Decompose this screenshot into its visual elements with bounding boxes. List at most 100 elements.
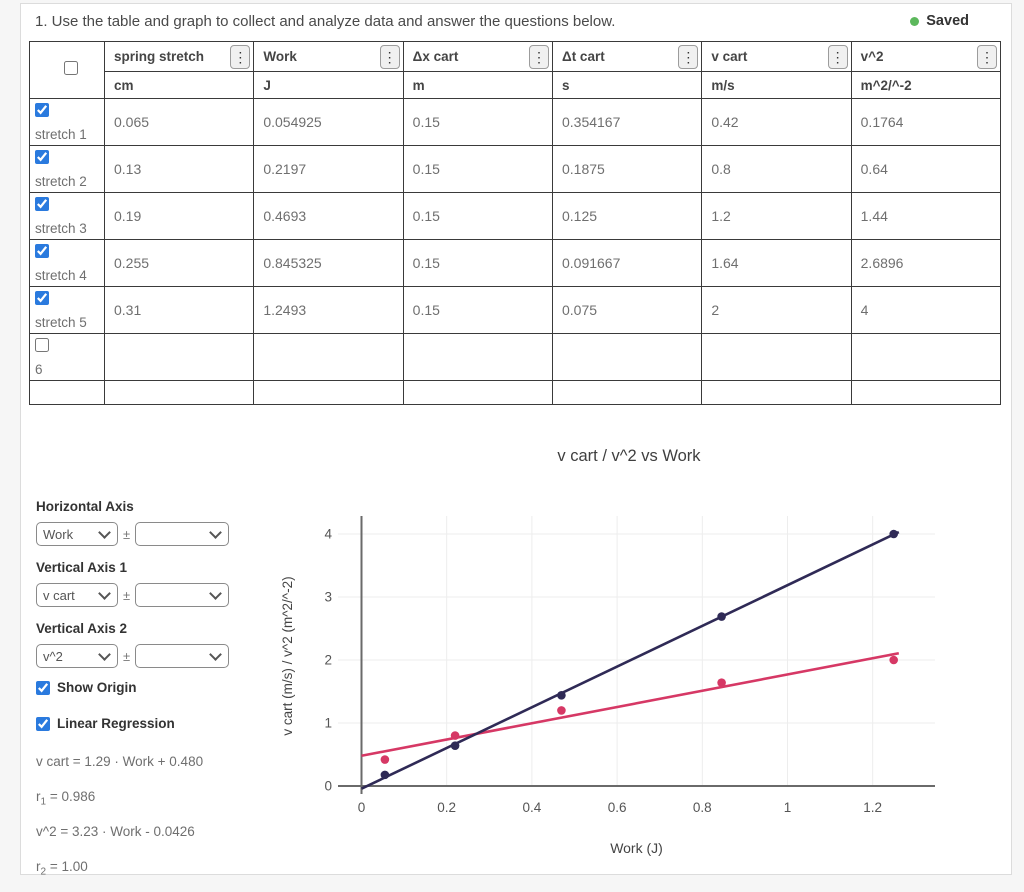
table-cell[interactable]: 4 — [850, 286, 1002, 334]
row-header: stretch 2 — [29, 145, 105, 193]
table-cell[interactable]: 0.15 — [402, 145, 553, 193]
show-origin-checkbox[interactable] — [36, 680, 50, 695]
table-cell[interactable] — [402, 333, 553, 381]
table-cell[interactable] — [850, 380, 1002, 405]
table-cell[interactable]: 0.354167 — [551, 98, 703, 146]
table-cell[interactable]: 0.15 — [402, 239, 553, 287]
table-cell[interactable]: 0.31 — [103, 286, 255, 334]
table-cell[interactable]: 0.15 — [402, 98, 553, 146]
column-menu-kebab-icon[interactable]: ⋮ — [528, 44, 549, 69]
table-cell[interactable]: 1.2493 — [253, 286, 404, 334]
table-cell[interactable] — [850, 333, 1002, 381]
vertical-axis-2-uncertainty-wrap — [135, 644, 230, 668]
table-cell[interactable]: 0.19 — [103, 192, 255, 240]
table-cell[interactable]: 0.64 — [850, 145, 1002, 193]
table-cell[interactable]: 0.8 — [701, 145, 852, 193]
table-cell[interactable] — [253, 380, 404, 405]
column-name: spring stretch — [114, 49, 205, 64]
table-cell[interactable]: 0.125 — [551, 192, 703, 240]
regression-r1: r1 = 0.986 — [36, 789, 96, 808]
table-cell[interactable]: 2.6896 — [850, 239, 1002, 287]
table-cell[interactable] — [551, 380, 703, 405]
column-header-t-cart: Δt cart ⋮ — [551, 41, 703, 72]
save-status: Saved — [910, 13, 969, 29]
table-cell[interactable]: 0.1764 — [850, 98, 1002, 146]
select-all-checkbox[interactable] — [63, 60, 78, 75]
linear-regression-checkbox[interactable] — [36, 716, 50, 731]
row-checkbox[interactable] — [35, 338, 49, 352]
vertical-axis-2-select[interactable]: v^2 — [36, 644, 118, 668]
horizontal-axis-select-wrap: Work — [36, 522, 118, 546]
table-cell[interactable]: 0.054925 — [253, 98, 404, 146]
table-header-row: spring stretch ⋮ Work ⋮ Δx cart ⋮ Δt cart ⋮ v ca… — [29, 41, 1002, 99]
horizontal-axis-row: Work ± — [36, 522, 230, 546]
table-cell[interactable] — [551, 333, 703, 381]
y-tick-label: 1 — [324, 716, 332, 731]
table-cell[interactable] — [103, 333, 255, 381]
column-menu-kebab-icon[interactable]: ⋮ — [827, 44, 848, 69]
table-cell[interactable]: 0.075 — [551, 286, 703, 334]
row-header: stretch 3 — [29, 192, 105, 240]
column-menu-kebab-icon[interactable]: ⋮ — [230, 44, 251, 69]
table-cell[interactable] — [29, 380, 105, 405]
table-cell[interactable]: 1.64 — [701, 239, 852, 287]
assignment-card: 1. Use the table and graph to collect an… — [20, 3, 1012, 878]
horizontal-axis-uncertainty-wrap — [135, 522, 230, 546]
table-cell[interactable] — [253, 333, 404, 381]
table-cell[interactable] — [701, 333, 852, 381]
vertical-axis-1-heading: Vertical Axis 1 — [36, 560, 128, 575]
table-row: stretch 4 0.255 0.845325 0.15 0.091667 1.64 2.… — [29, 239, 1002, 287]
vertical-axis-1-select-wrap: v cart — [36, 583, 118, 607]
horizontal-axis-select[interactable]: Work — [36, 522, 118, 546]
plus-minus-label: ± — [123, 648, 131, 664]
data-point — [717, 678, 726, 687]
regression-equation-2: v^2 = 3.23 · Work - 0.0426 — [36, 824, 195, 839]
table-cell[interactable]: 0.845325 — [253, 239, 404, 287]
row-checkbox[interactable] — [35, 244, 49, 258]
table-cell[interactable]: 2 — [701, 286, 852, 334]
table-cell[interactable]: 0.42 — [701, 98, 852, 146]
row-label: stretch 4 — [35, 268, 87, 283]
vertical-axis-1-uncertainty-select[interactable] — [135, 583, 230, 607]
table-cell[interactable]: 1.2 — [701, 192, 852, 240]
table-cell[interactable] — [402, 380, 553, 405]
table-cell[interactable]: 0.13 — [103, 145, 255, 193]
table-cell[interactable]: 0.2197 — [253, 145, 404, 193]
vertical-axis-2-uncertainty-select[interactable] — [135, 644, 230, 668]
vertical-axis-1-select[interactable]: v cart — [36, 583, 118, 607]
row-header: 6 — [29, 333, 105, 381]
column-header-work: Work ⋮ — [253, 41, 404, 72]
table-cell[interactable]: 1.44 — [850, 192, 1002, 240]
table-row: stretch 1 0.065 0.054925 0.15 0.354167 0.42 0.… — [29, 98, 1002, 146]
row-checkbox[interactable] — [35, 291, 49, 305]
regression-r2: r2 = 1.00 — [36, 859, 88, 878]
table-cell[interactable]: 0.1875 — [551, 145, 703, 193]
x-tick-label: 0.2 — [437, 800, 456, 815]
data-point — [557, 706, 566, 715]
row-checkbox[interactable] — [35, 103, 49, 117]
column-unit-x-cart: m — [402, 71, 553, 99]
regression-line — [361, 651, 900, 758]
horizontal-axis-uncertainty-select[interactable] — [135, 522, 230, 546]
linear-regression-label: Linear Regression — [57, 716, 175, 731]
table-cell[interactable]: 0.4693 — [253, 192, 404, 240]
table-cell[interactable]: 0.065 — [103, 98, 255, 146]
x-tick-label: 1 — [784, 800, 792, 815]
data-point — [889, 529, 899, 539]
row-label: 6 — [35, 362, 43, 377]
row-checkbox[interactable] — [35, 197, 49, 211]
column-menu-kebab-icon[interactable]: ⋮ — [977, 44, 997, 69]
table-cell[interactable] — [701, 380, 852, 405]
data-point — [450, 741, 460, 750]
column-menu-kebab-icon[interactable]: ⋮ — [678, 44, 699, 69]
table-cell[interactable]: 0.091667 — [551, 239, 703, 287]
table-cell[interactable]: 0.255 — [103, 239, 255, 287]
select-all-cell — [29, 41, 105, 99]
column-unit-v-2: m^2/^-2 — [850, 71, 1002, 99]
table-cell[interactable]: 0.15 — [402, 286, 553, 334]
data-point — [380, 770, 390, 780]
row-checkbox[interactable] — [35, 150, 49, 164]
table-cell[interactable] — [103, 380, 255, 405]
table-cell[interactable]: 0.15 — [402, 192, 553, 240]
column-menu-kebab-icon[interactable]: ⋮ — [379, 44, 400, 69]
